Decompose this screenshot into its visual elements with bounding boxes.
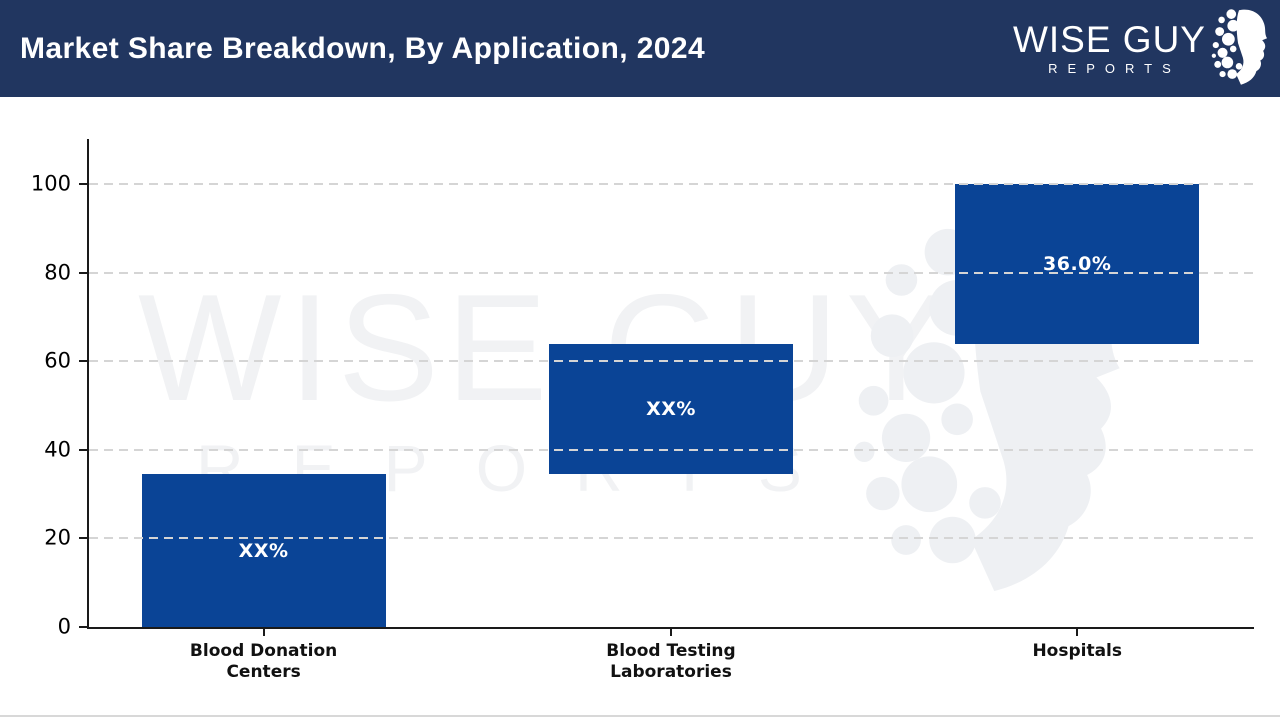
y-tick-mark (79, 448, 87, 451)
y-tick-mark (79, 360, 87, 363)
bar-value-label: XX% (646, 397, 696, 420)
y-tick-label: 0 (57, 614, 71, 639)
x-category-label-line: Laboratories (610, 662, 732, 682)
y-gridline (89, 537, 1253, 540)
logo-primary-text: WISE GUY (1012, 19, 1206, 60)
y-gridline (89, 360, 1253, 363)
y-gridline (89, 448, 1253, 451)
x-tick-mark (1076, 629, 1079, 636)
bar-segment (141, 474, 386, 627)
x-category-label-line: Blood Donation (189, 641, 338, 661)
x-category-label: Hospitals (917, 641, 1237, 662)
bar-segment (955, 184, 1200, 344)
y-tick-mark (79, 537, 87, 540)
logo-secondary-text: REPORTS (1048, 61, 1181, 76)
y-tick-mark (79, 183, 87, 186)
y-gridline (89, 271, 1253, 274)
y-tick-mark (79, 271, 87, 274)
y-tick-label: 80 (44, 260, 71, 285)
bar-value-label: 36.0% (1043, 252, 1112, 275)
y-tick-label: 100 (30, 171, 71, 196)
bar-value-label: XX% (238, 539, 289, 562)
x-category-label-line: Centers (226, 662, 301, 682)
x-tick-mark (670, 629, 672, 636)
y-tick-mark (79, 626, 87, 628)
wiseguy-face-icon (1210, 6, 1268, 92)
x-category-label: Blood Donation Centers (104, 641, 424, 683)
x-category-label-line: Blood Testing (606, 641, 736, 661)
header-bar: Market Share Breakdown, By Application, … (0, 0, 1280, 97)
y-tick-label: 60 (44, 348, 71, 373)
wiseguy-logo: WISE GUY REPORTS (1013, 4, 1268, 94)
bottom-border-line (0, 715, 1280, 717)
y-tick-label: 20 (44, 525, 71, 550)
watermark-primary-text: WISE GUY (138, 263, 955, 433)
y-axis-line (87, 139, 89, 629)
page-title: Market Share Breakdown, By Application, … (20, 31, 706, 65)
x-tick-mark (262, 629, 265, 636)
plot-area: 0 20 40 60 80 100 XX% Blood Donation Centers XX% B… (31, 139, 1254, 682)
logo-text: WISE GUY REPORTS (1013, 20, 1206, 78)
x-category-label-line: Hospitals (1032, 641, 1123, 661)
x-axis-line (87, 627, 1254, 629)
x-category-label: Blood Testing Laboratories (511, 641, 831, 683)
y-tick-label: 40 (44, 437, 71, 462)
bar-segment (549, 343, 793, 475)
y-gridline (89, 183, 1253, 186)
